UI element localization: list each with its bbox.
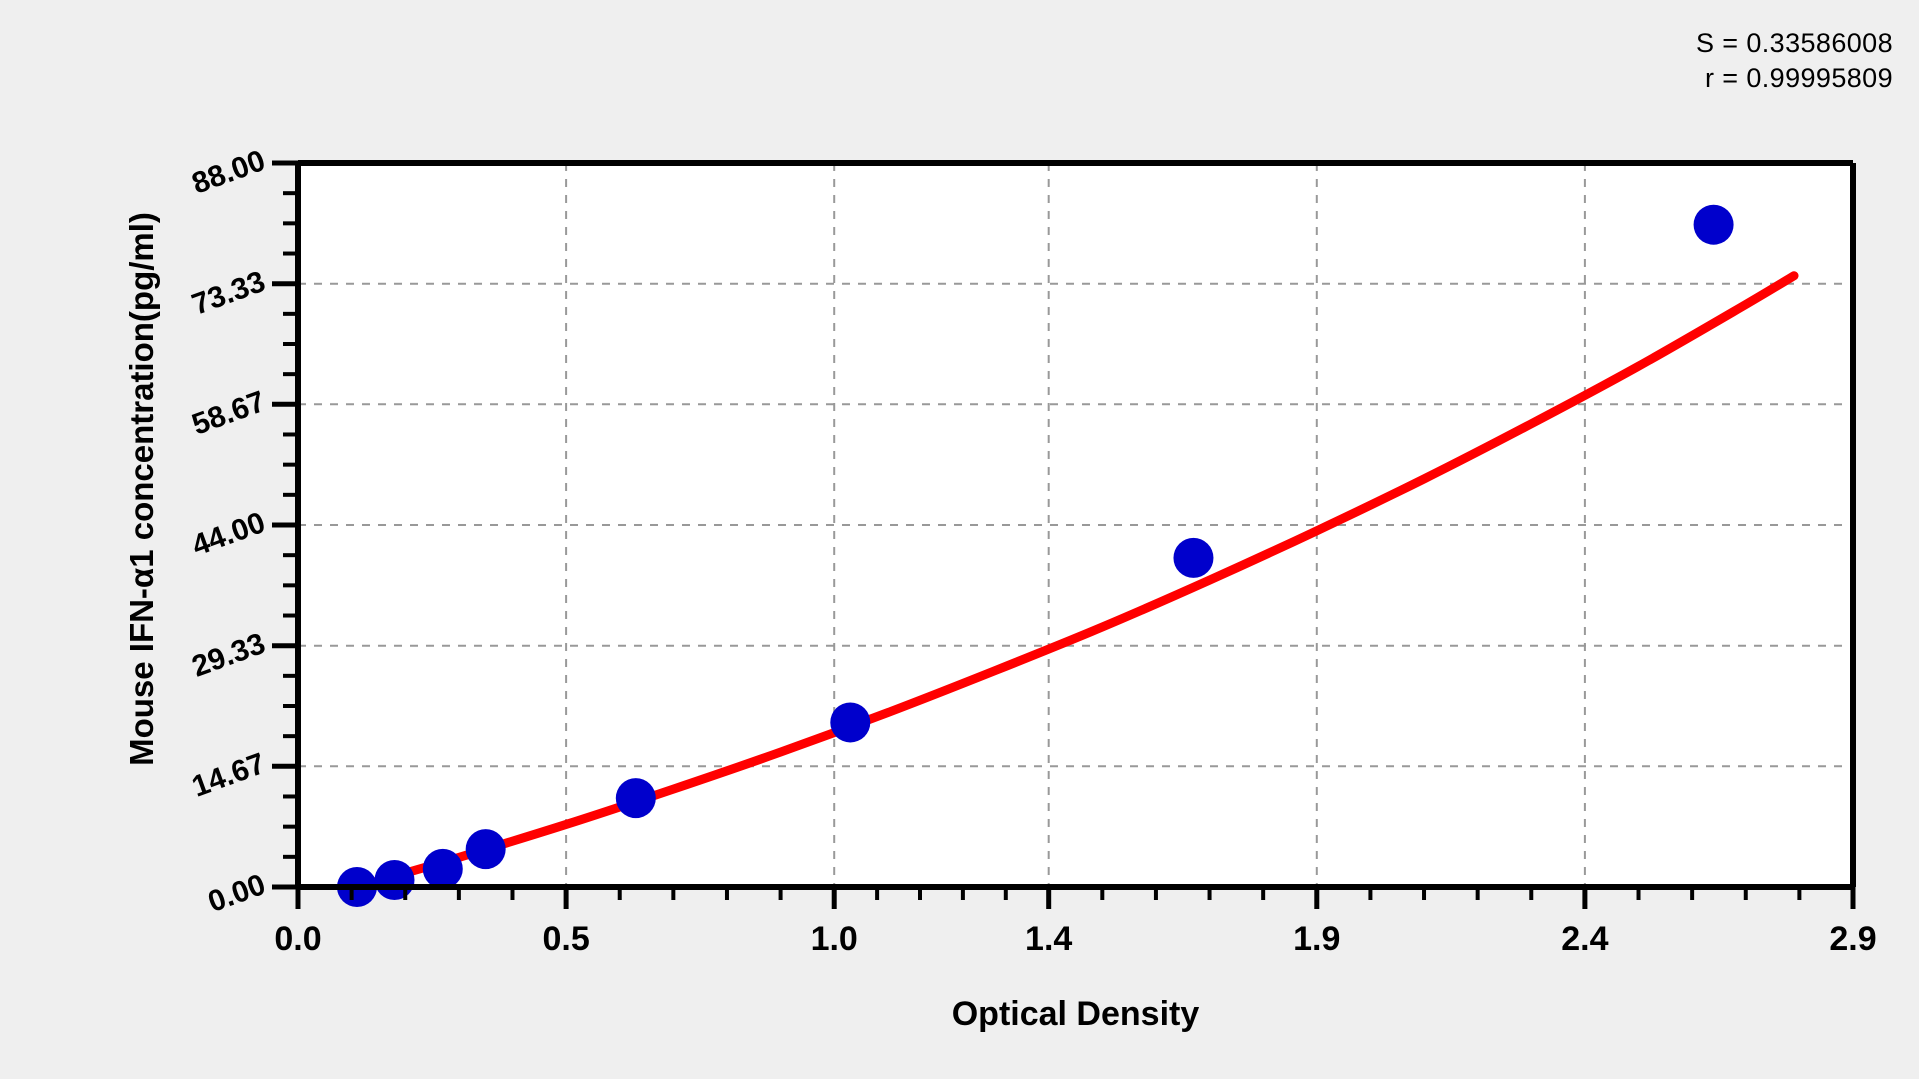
fitted-curve-line: [352, 271, 1799, 892]
x-axis-title: Optical Density: [951, 995, 1200, 1033]
grid-lines: [298, 163, 1853, 887]
axis-ticks: [272, 160, 1856, 909]
x-tick-label: 1.9: [1293, 920, 1341, 958]
data-point-marker: [422, 848, 463, 889]
data-point-marker: [465, 829, 506, 870]
x-tick-label: 0.0: [274, 920, 322, 958]
plot-area-background: [298, 163, 1853, 887]
statistics-annotation: S = 0.33586008 r = 0.99995809: [1696, 26, 1893, 95]
x-tick-label: 1.4: [1025, 920, 1073, 958]
data-point-marker: [1173, 537, 1214, 578]
data-point-marker: [374, 860, 415, 901]
r-value-text: r = 0.99995809: [1704, 62, 1893, 93]
data-point-marker: [1693, 204, 1734, 245]
x-tick-label: 2.4: [1561, 920, 1609, 958]
x-tick-label: 2.9: [1829, 920, 1877, 958]
data-point-group: [336, 204, 1734, 907]
data-point-marker: [830, 702, 871, 743]
x-tick-label: 0.5: [542, 920, 590, 958]
s-value-text: S = 0.33586008: [1695, 28, 1893, 58]
x-tick-label: 1.0: [810, 920, 858, 958]
y-axis-title: Mouse IFN-α1 concentration(pg/ml): [123, 212, 160, 766]
data-point-marker: [615, 778, 656, 819]
